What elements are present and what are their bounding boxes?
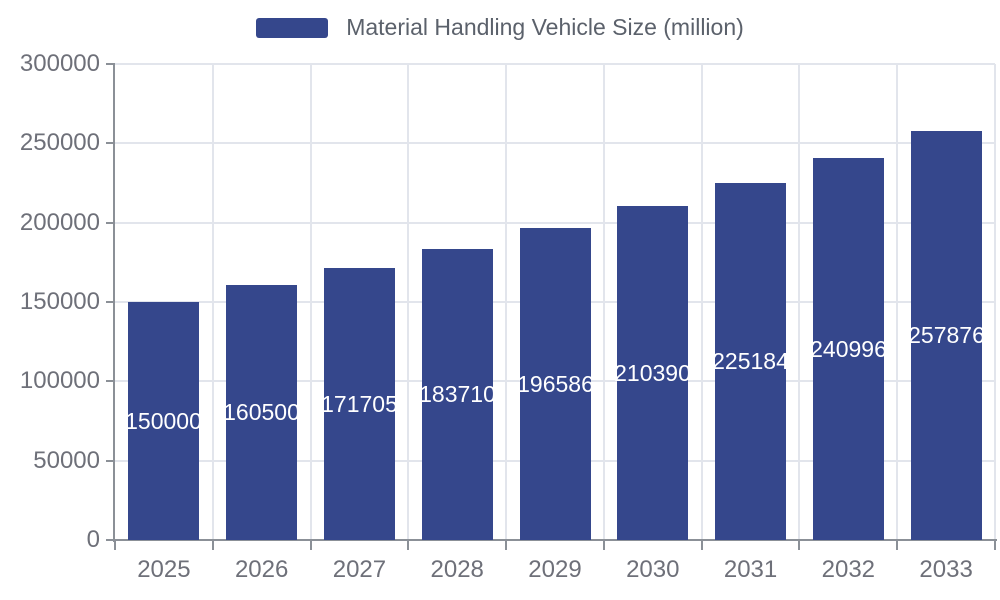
bar-2027[interactable]: 171705 xyxy=(321,268,398,540)
h-gridline-250000 xyxy=(115,142,995,145)
v-gridline xyxy=(407,64,410,540)
x-axis-tick-label-2029: 2029 xyxy=(528,556,582,583)
y-axis-tick-label: 50000 xyxy=(33,446,100,474)
x-axis-tick-label-2026: 2026 xyxy=(234,556,289,583)
bar-value-label: 183710 xyxy=(419,381,496,407)
y-axis-tick xyxy=(106,459,115,462)
x-axis-tick-label-2033: 2033 xyxy=(919,556,973,583)
v-gridline xyxy=(798,64,801,540)
y-axis-tick-label: 150000 xyxy=(19,288,100,315)
x-axis-tick xyxy=(114,540,116,550)
bar-value-label: 160500 xyxy=(223,399,300,425)
bar-value-label: 257876 xyxy=(908,322,985,348)
y-axis-tick-label: 100000 xyxy=(19,367,100,395)
bar-2028[interactable]: 183710 xyxy=(419,249,496,540)
x-axis-tick xyxy=(211,540,214,550)
plot-area: 150000 160500 171705 183710 196586 210390 2251… xyxy=(115,64,995,540)
v-gridline xyxy=(994,64,996,540)
bar-value-label: 171705 xyxy=(321,390,398,417)
x-axis-tick xyxy=(798,540,801,550)
x-axis-tick xyxy=(700,540,703,550)
legend-swatch-icon xyxy=(256,17,329,38)
y-axis-tick xyxy=(106,142,115,145)
v-gridline xyxy=(211,64,214,540)
x-axis-tick xyxy=(896,540,899,550)
x-axis-tick-label-2028: 2028 xyxy=(430,556,484,583)
x-axis-tick xyxy=(994,540,996,550)
bar-2030[interactable]: 210390 xyxy=(614,206,691,540)
y-axis-tick xyxy=(106,539,115,541)
x-axis-tick-label-2030: 2030 xyxy=(626,556,680,583)
y-axis-tick-label: 200000 xyxy=(19,208,100,236)
bar-2032[interactable]: 240996 xyxy=(810,158,887,540)
bar-2029[interactable]: 196586 xyxy=(517,228,594,540)
bar-2026[interactable]: 160500 xyxy=(223,285,300,540)
legend-item-material-handling[interactable]: Material Handling Vehicle Size (million) xyxy=(256,14,744,41)
y-axis-tick xyxy=(106,380,115,383)
y-axis-line xyxy=(113,64,115,542)
x-axis-tick xyxy=(309,540,312,550)
v-gridline xyxy=(309,64,312,540)
x-axis-tick-label-2025: 2025 xyxy=(137,556,191,583)
legend-label: Material Handling Vehicle Size (million) xyxy=(346,14,744,40)
bar-value-label: 150000 xyxy=(125,407,202,434)
v-gridline xyxy=(602,64,605,540)
v-gridline xyxy=(896,64,899,540)
x-axis-tick xyxy=(407,540,410,550)
x-axis-tick-label-2027: 2027 xyxy=(332,556,387,583)
x-axis-line xyxy=(113,539,997,541)
h-gridline-200000 xyxy=(115,221,995,224)
bar-value-label: 240996 xyxy=(810,335,887,362)
bar-value-label: 196586 xyxy=(517,370,594,397)
bar-2031[interactable]: 225184 xyxy=(712,183,789,540)
x-axis-tick xyxy=(602,540,605,550)
bar-value-label: 225184 xyxy=(712,348,789,374)
v-gridline xyxy=(700,64,703,540)
x-axis-tick xyxy=(505,540,508,550)
y-axis-tick xyxy=(106,301,115,303)
bar-2025[interactable]: 150000 xyxy=(125,302,202,540)
chart-legend: Material Handling Vehicle Size (million) xyxy=(0,14,1000,41)
bar-2033[interactable]: 257876 xyxy=(908,131,985,540)
h-gridline-300000 xyxy=(115,63,995,65)
bar-value-label: 210390 xyxy=(614,359,691,386)
x-axis-tick-label-2031: 2031 xyxy=(723,556,778,583)
y-axis-tick xyxy=(106,221,115,224)
y-axis-tick-label: 300000 xyxy=(19,50,100,77)
y-axis-tick xyxy=(106,63,115,65)
v-gridline xyxy=(505,64,508,540)
x-axis-tick-label-2032: 2032 xyxy=(821,556,876,583)
y-axis-tick-label: 0 xyxy=(86,526,100,553)
y-axis-tick-label: 250000 xyxy=(19,129,100,157)
